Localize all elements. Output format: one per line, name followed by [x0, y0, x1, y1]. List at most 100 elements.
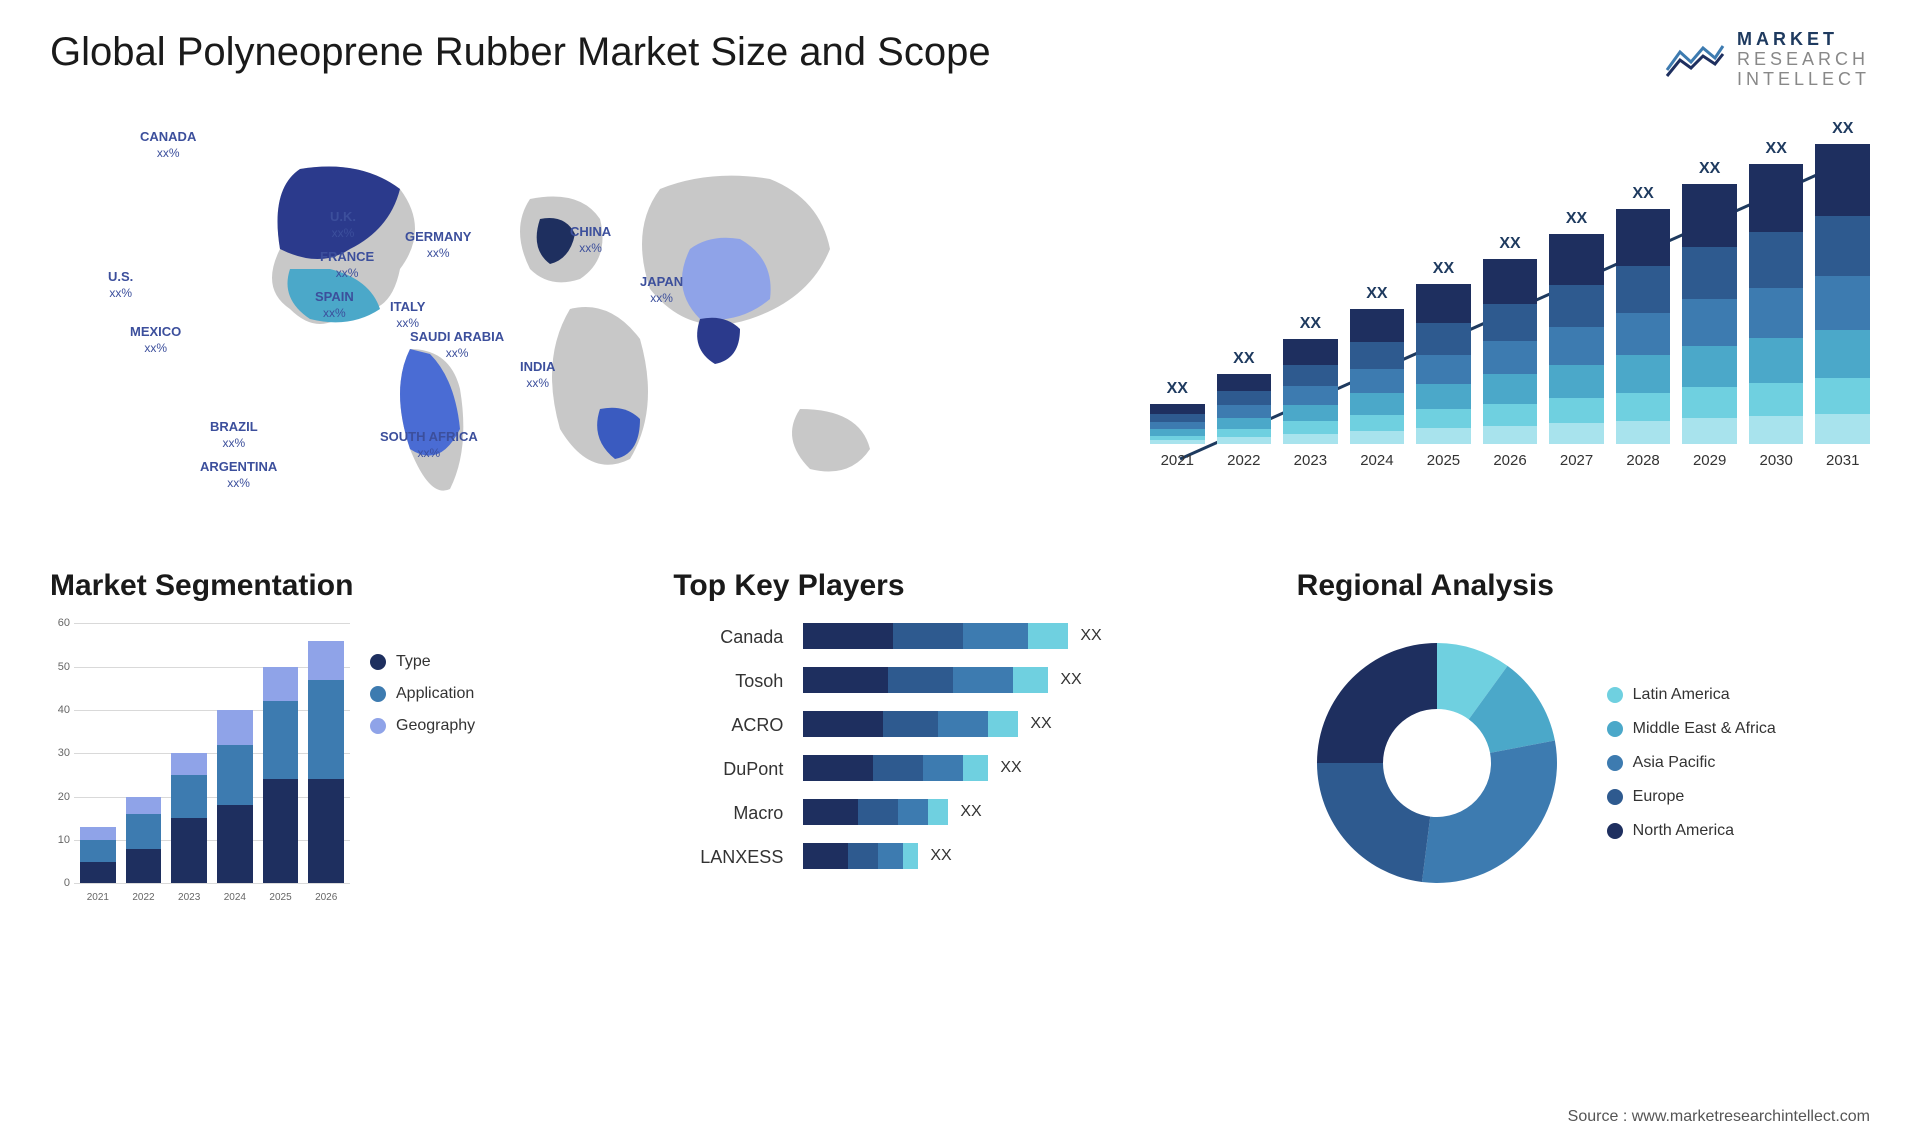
- regional-donut: [1297, 623, 1577, 903]
- growth-year-label: 2030: [1760, 452, 1793, 469]
- map-label-us: U.S.xx%: [108, 269, 133, 300]
- growth-year-label: 2027: [1560, 452, 1593, 469]
- map-label-brazil: BRAZILxx%: [210, 419, 258, 450]
- segmentation-title: Market Segmentation: [50, 569, 623, 603]
- page-title: Global Polyneoprene Rubber Market Size a…: [50, 30, 991, 75]
- segmentation-panel: Market Segmentation 0102030405060 202120…: [50, 569, 623, 903]
- legend-item: Middle East & Africa: [1607, 720, 1776, 738]
- seg-ytick: 20: [58, 791, 70, 803]
- growth-value-label: XX: [1632, 185, 1653, 203]
- growth-year-label: 2026: [1493, 452, 1526, 469]
- growth-value-label: XX: [1566, 210, 1587, 228]
- seg-ytick: 60: [58, 617, 70, 629]
- legend-item: Latin America: [1607, 686, 1776, 704]
- map-label-uk: U.K.xx%: [330, 209, 356, 240]
- seg-xlabel: 2021: [80, 892, 116, 903]
- growth-value-label: XX: [1699, 160, 1720, 178]
- donut-segment: [1422, 741, 1557, 883]
- growth-year-label: 2022: [1227, 452, 1260, 469]
- kp-value: XX: [1000, 759, 1021, 777]
- growth-value-label: XX: [1300, 315, 1321, 333]
- map-label-mexico: MEXICOxx%: [130, 324, 181, 355]
- regional-panel: Regional Analysis Latin AmericaMiddle Ea…: [1297, 569, 1870, 903]
- seg-bar-2024: [217, 710, 253, 883]
- key-players-chart: XXXXXXXXXXXX: [803, 623, 1246, 873]
- growth-bar-2023: XX 2023: [1283, 315, 1338, 469]
- seg-ytick: 40: [58, 704, 70, 716]
- seg-xlabel: 2023: [171, 892, 207, 903]
- growth-bar-2031: XX 2031: [1815, 120, 1870, 469]
- kp-label: Canada: [673, 627, 783, 653]
- seg-xlabel: 2024: [217, 892, 253, 903]
- logo-line1: MARKET: [1737, 30, 1870, 50]
- growth-bar-2028: XX 2028: [1616, 185, 1671, 469]
- map-label-germany: GERMANYxx%: [405, 229, 471, 260]
- map-label-italy: ITALYxx%: [390, 299, 425, 330]
- kp-label: LANXESS: [673, 847, 783, 873]
- kp-label: DuPont: [673, 759, 783, 785]
- map-label-southafrica: SOUTH AFRICAxx%: [380, 429, 478, 460]
- logo-icon: [1665, 40, 1725, 80]
- growth-value-label: XX: [1366, 285, 1387, 303]
- map-label-argentina: ARGENTINAxx%: [200, 459, 277, 490]
- growth-bar-2030: XX 2030: [1749, 140, 1804, 469]
- segmentation-chart: 0102030405060 202120222023202420252026: [50, 623, 350, 903]
- seg-ytick: 10: [58, 834, 70, 846]
- growth-year-label: 2025: [1427, 452, 1460, 469]
- seg-bar-2021: [80, 827, 116, 883]
- kp-row-macro: XX: [803, 799, 1246, 825]
- map-label-canada: CANADAxx%: [140, 129, 196, 160]
- growth-year-label: 2028: [1626, 452, 1659, 469]
- kp-label: ACRO: [673, 715, 783, 741]
- key-players-panel: Top Key Players CanadaTosohACRODuPontMac…: [673, 569, 1246, 903]
- map-label-france: FRANCExx%: [320, 249, 374, 280]
- kp-row-tosoh: XX: [803, 667, 1246, 693]
- legend-item: Asia Pacific: [1607, 754, 1776, 772]
- map-label-japan: JAPANxx%: [640, 274, 683, 305]
- world-map: CANADAxx% U.S.xx% MEXICOxx% BRAZILxx% ARGENT…: [50, 109, 1110, 529]
- map-label-spain: SPAINxx%: [315, 289, 354, 320]
- seg-ytick: 30: [58, 747, 70, 759]
- map-label-india: INDIAxx%: [520, 359, 555, 390]
- growth-year-label: 2023: [1294, 452, 1327, 469]
- growth-bar-2026: XX 2026: [1483, 235, 1538, 469]
- logo-line2: RESEARCH: [1737, 50, 1870, 70]
- map-label-saudiarabia: SAUDI ARABIAxx%: [410, 329, 504, 360]
- kp-value: XX: [1060, 671, 1081, 689]
- source-text: Source : www.marketresearchintellect.com: [1568, 1108, 1870, 1126]
- growth-value-label: XX: [1832, 120, 1853, 138]
- kp-value: XX: [1080, 627, 1101, 645]
- kp-label: Macro: [673, 803, 783, 829]
- growth-value-label: XX: [1499, 235, 1520, 253]
- kp-row-acro: XX: [803, 711, 1246, 737]
- map-label-china: CHINAxx%: [570, 224, 611, 255]
- growth-value-label: XX: [1167, 380, 1188, 398]
- regional-legend: Latin America Middle East & Africa Asia Pa…: [1607, 686, 1776, 840]
- growth-bar-2024: XX2024: [1350, 285, 1405, 469]
- growth-year-label: 2029: [1693, 452, 1726, 469]
- seg-ytick: 0: [64, 877, 70, 889]
- seg-bar-2022: [126, 797, 162, 884]
- growth-bar-2029: XX 2029: [1682, 160, 1737, 469]
- growth-value-label: XX: [1433, 260, 1454, 278]
- segmentation-legend: TypeApplicationGeography: [370, 623, 475, 903]
- kp-value: XX: [960, 803, 981, 821]
- growth-bar-2022: XX 2022: [1217, 350, 1272, 469]
- legend-item: Type: [370, 653, 475, 671]
- logo-line3: INTELLECT: [1737, 70, 1870, 90]
- key-players-title: Top Key Players: [673, 569, 1246, 603]
- donut-segment: [1317, 643, 1437, 763]
- seg-bar-2025: [263, 667, 299, 884]
- seg-xlabel: 2022: [126, 892, 162, 903]
- donut-segment: [1317, 763, 1430, 882]
- seg-xlabel: 2025: [263, 892, 299, 903]
- seg-xlabel: 2026: [308, 892, 344, 903]
- growth-value-label: XX: [1766, 140, 1787, 158]
- growth-year-label: 2031: [1826, 452, 1859, 469]
- legend-item: Application: [370, 685, 475, 703]
- seg-bar-2023: [171, 753, 207, 883]
- growth-value-label: XX: [1233, 350, 1254, 368]
- seg-bar-2026: [308, 641, 344, 884]
- kp-row-canada: XX: [803, 623, 1246, 649]
- growth-chart: XX2021XX2022XX2023XX2024XX2025XX2026XX20…: [1150, 109, 1870, 529]
